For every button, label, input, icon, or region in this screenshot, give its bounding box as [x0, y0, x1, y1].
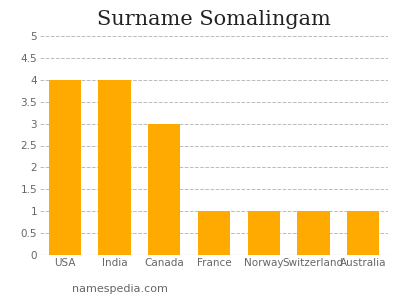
Bar — [297, 211, 330, 255]
Bar — [347, 211, 379, 255]
Bar — [148, 124, 180, 255]
Bar — [248, 211, 280, 255]
Bar — [98, 80, 131, 255]
Bar — [49, 80, 81, 255]
Title: Surname Somalingam: Surname Somalingam — [97, 10, 331, 29]
Bar — [198, 211, 230, 255]
Text: namespedia.com: namespedia.com — [72, 284, 168, 294]
